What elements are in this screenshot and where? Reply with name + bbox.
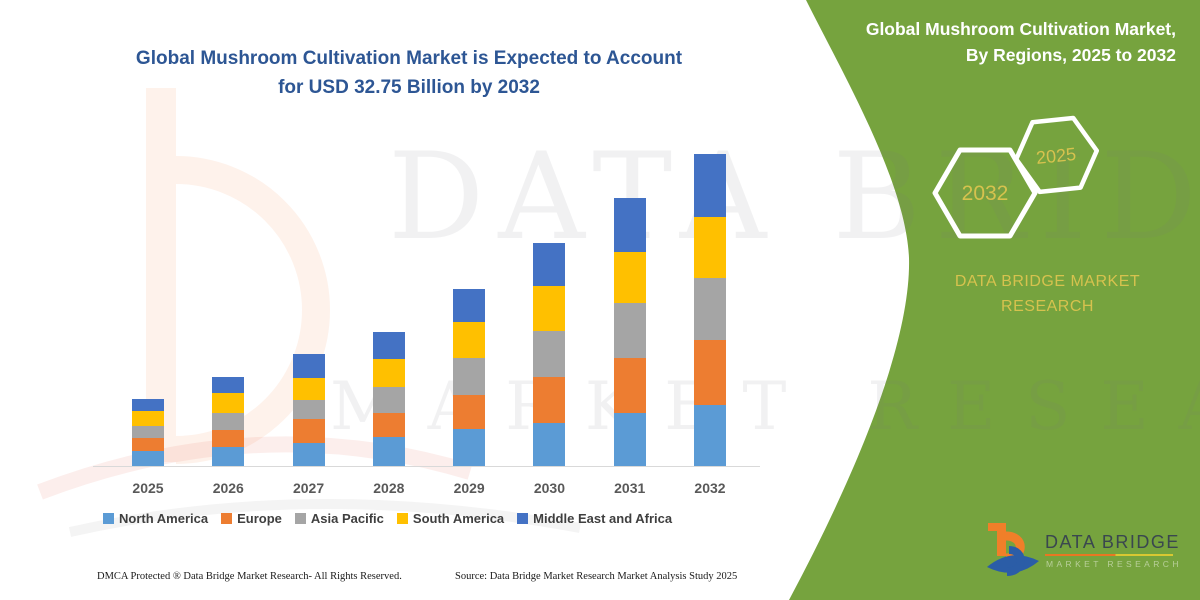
x-axis-label-2032: 2032 [694, 480, 726, 496]
bar-2026-segment-north-america [212, 447, 245, 466]
bar-2026-segment-south-america [212, 392, 245, 413]
legend-item-middle-east-and-africa: Middle East and Africa [517, 511, 672, 526]
bar-2029-segment-south-america [453, 321, 486, 359]
legend-swatch-europe [221, 513, 233, 524]
bar-2030-segment-middle-east-and-africa [533, 243, 566, 286]
bar-2031-segment-asia-pacific [613, 303, 646, 359]
bar-2025-segment-europe [132, 437, 164, 451]
legend-label-europe: Europe [237, 511, 282, 526]
x-axis-label-2026: 2026 [212, 480, 244, 496]
x-axis-label-2028: 2028 [373, 480, 405, 496]
bar-2031-segment-south-america [613, 252, 646, 304]
bar-2028-segment-europe [372, 412, 405, 438]
legend-item-asia-pacific: Asia Pacific [294, 511, 384, 526]
bar-2029-segment-europe [453, 395, 486, 430]
bar-2028-segment-asia-pacific [372, 387, 405, 413]
bar-2032-segment-north-america [694, 405, 726, 466]
bar-2028-segment-north-america [372, 437, 405, 466]
chart-title: Global Mushroom Cultivation Market is Ex… [28, 44, 790, 103]
legend-item-south-america: South America [396, 511, 505, 526]
legend-swatch-middle-east-and-africa [517, 513, 529, 524]
bar-2031-segment-north-america [613, 413, 646, 466]
bar-2032-segment-europe [694, 339, 726, 405]
chart-title-line2: for USD 32.75 Billion by 2032 [278, 77, 540, 99]
bar-2031 [613, 198, 646, 466]
bar-2027-segment-asia-pacific [292, 400, 325, 420]
x-axis-label-2030: 2030 [533, 480, 565, 496]
bar-2029-segment-asia-pacific [453, 358, 486, 396]
legend-label-north-america: North America [119, 511, 209, 526]
bar-2031-segment-europe [613, 358, 646, 414]
legend-item-north-america: North America [103, 511, 208, 526]
x-axis-line [93, 466, 760, 467]
bar-2032-segment-middle-east-and-africa [694, 153, 726, 217]
source-text: Source: Data Bridge Market Research Mark… [455, 571, 738, 582]
bar-2030-segment-asia-pacific [533, 330, 566, 377]
legend-swatch-asia-pacific [294, 513, 306, 524]
x-axis-label-2025: 2025 [132, 480, 164, 496]
copyright-text: DMCA Protected ® Data Bridge Market Rese… [97, 571, 402, 582]
bar-2032-segment-asia-pacific [694, 278, 726, 340]
legend-label-asia-pacific: Asia Pacific [310, 511, 384, 526]
legend-item-europe: Europe [221, 511, 282, 526]
legend-label-south-america: South America [412, 511, 505, 526]
bar-2032-segment-south-america [694, 216, 726, 279]
bar-2027-segment-middle-east-and-africa [292, 353, 325, 378]
bar-2030-segment-europe [533, 376, 566, 424]
bar-2025-segment-south-america [132, 410, 164, 426]
bar-2027-segment-north-america [292, 442, 325, 466]
bar-2030-segment-south-america [533, 285, 566, 331]
bar-chart: 2025 2026 2027 2028 2029 2030 2031 2032 [93, 153, 760, 496]
x-axis-label-2027: 2027 [292, 480, 325, 496]
bar-2032 [694, 153, 726, 466]
bar-2028 [372, 331, 405, 466]
bar-2028-segment-middle-east-and-africa [372, 331, 405, 360]
bar-2026-segment-asia-pacific [212, 412, 245, 431]
legend-swatch-north-america [103, 513, 114, 524]
bar-2025-segment-middle-east-and-africa [132, 398, 164, 411]
bar-2025 [132, 398, 164, 466]
bar-2026-segment-middle-east-and-africa [212, 377, 245, 393]
bar-2031-segment-middle-east-and-africa [613, 198, 646, 253]
chart-legend: North America Europe Asia Pacific South Ame… [103, 511, 672, 526]
bar-2029 [453, 289, 486, 466]
bar-2028-segment-south-america [372, 359, 405, 388]
x-axis-label-2029: 2029 [453, 480, 485, 496]
legend-swatch-south-america [396, 513, 408, 524]
bar-2029-segment-north-america [453, 429, 486, 466]
bar-2026 [212, 377, 245, 466]
bar-2026-segment-europe [212, 430, 245, 448]
bar-2030 [533, 243, 566, 466]
bar-2025-segment-north-america [132, 450, 164, 466]
bar-2027-segment-europe [292, 419, 325, 443]
bar-2029-segment-middle-east-and-africa [453, 289, 486, 322]
legend-label-middle-east-and-africa: Middle East and Africa [533, 511, 673, 526]
bar-2025-segment-asia-pacific [132, 425, 164, 438]
bar-2030-segment-north-america [533, 423, 566, 466]
chart-title-line1: Global Mushroom Cultivation Market is Ex… [135, 48, 683, 69]
x-axis-label-2031: 2031 [614, 480, 646, 496]
bar-2027-segment-south-america [292, 377, 325, 401]
bar-2027 [292, 353, 325, 466]
